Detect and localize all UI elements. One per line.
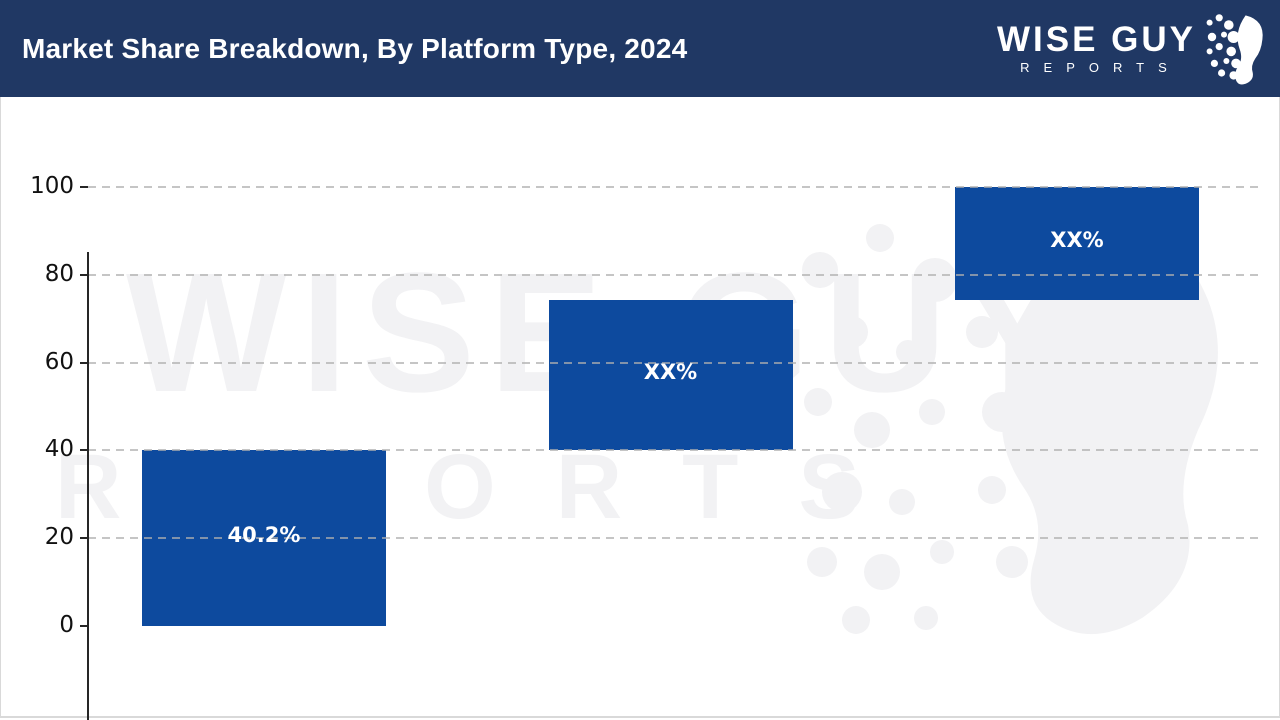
- bar-segment: [548, 299, 793, 450]
- wise-guy-face-icon: [1206, 13, 1263, 84]
- y-tick-label: 60: [44, 348, 74, 375]
- logo-text: WISE GUY REPORTS: [996, 20, 1196, 76]
- y-tick-mark: [80, 273, 88, 276]
- y-tick-label: 100: [30, 173, 74, 199]
- chart-plot-area: 02040608010040.2%XX%XX%Web-BasedPlatform…: [0, 97, 1280, 720]
- bar-value-label: XX%: [1050, 228, 1104, 253]
- gridline: [88, 273, 1262, 276]
- logo-wordmark: WISE GUY: [996, 20, 1196, 59]
- bar-value-label: 40.2%: [227, 522, 301, 547]
- gridline: [88, 361, 1262, 364]
- y-tick-label: 40: [44, 436, 74, 463]
- y-tick-label: 0: [59, 612, 74, 638]
- y-tick-mark: [80, 625, 88, 627]
- y-tick-mark: [80, 537, 88, 540]
- bar-value-label: XX%: [643, 359, 698, 384]
- gridline: [88, 537, 1262, 540]
- y-axis-spine: [87, 252, 89, 720]
- logo-subtitle: REPORTS: [1020, 60, 1181, 75]
- y-tick-label: 80: [44, 260, 74, 287]
- gridline: [88, 186, 1262, 188]
- header: Market Share Breakdown, By Platform Type…: [0, 0, 1280, 97]
- y-tick-mark: [80, 449, 88, 452]
- gridline: [88, 449, 1262, 452]
- y-tick-label: 20: [44, 524, 74, 551]
- y-tick-mark: [80, 361, 88, 364]
- page-title: Market Share Breakdown, By Platform Type…: [22, 32, 688, 64]
- y-tick-mark: [80, 186, 88, 188]
- wise-guy-logo: WISE GUY REPORTS: [997, 0, 1272, 97]
